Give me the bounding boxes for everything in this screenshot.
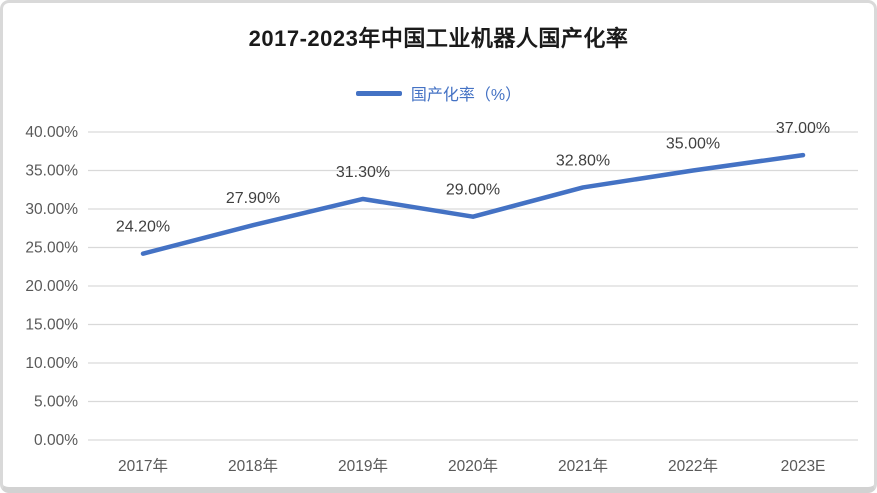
x-tick-label: 2023E: [781, 458, 826, 475]
y-tick-label: 10.00%: [25, 355, 78, 372]
data-label: 37.00%: [776, 120, 830, 137]
x-tick-label: 2019年: [338, 457, 388, 475]
data-label: 24.20%: [116, 219, 170, 236]
series-line: [140, 152, 806, 256]
x-tick-label: 2018年: [228, 457, 278, 475]
y-tick-label: 25.00%: [25, 240, 78, 257]
x-tick-label: 2021年: [558, 457, 608, 475]
chart-title: 2017-2023年中国工业机器人国产化率: [248, 26, 629, 51]
y-tick-label: 30.00%: [25, 201, 78, 218]
y-tick-label: 0.00%: [34, 432, 78, 449]
data-label: 31.30%: [336, 164, 390, 181]
y-tick-label: 40.00%: [25, 124, 78, 141]
legend: 国产化率（%）: [3, 81, 874, 105]
data-label: 27.90%: [226, 190, 280, 207]
y-tick-label: 15.00%: [25, 317, 78, 334]
x-tick-label: 2017年: [118, 457, 168, 475]
legend-line-swatch: [355, 90, 402, 96]
data-label: 35.00%: [666, 136, 720, 153]
x-tick-label: 2022年: [668, 457, 718, 475]
legend-label: 国产化率（%）: [410, 87, 522, 104]
line-chart-plot: 0.00% 5.00% 10.00% 15.00% 20.00% 25.00% 30.00%…: [25, 120, 858, 475]
data-label: 32.80%: [556, 152, 610, 169]
y-tick-label: 20.00%: [25, 278, 78, 295]
x-tick-label: 2020年: [448, 457, 498, 475]
y-tick-label: 5.00%: [34, 394, 78, 411]
data-label: 29.00%: [446, 182, 500, 199]
y-tick-label: 35.00%: [25, 163, 78, 180]
